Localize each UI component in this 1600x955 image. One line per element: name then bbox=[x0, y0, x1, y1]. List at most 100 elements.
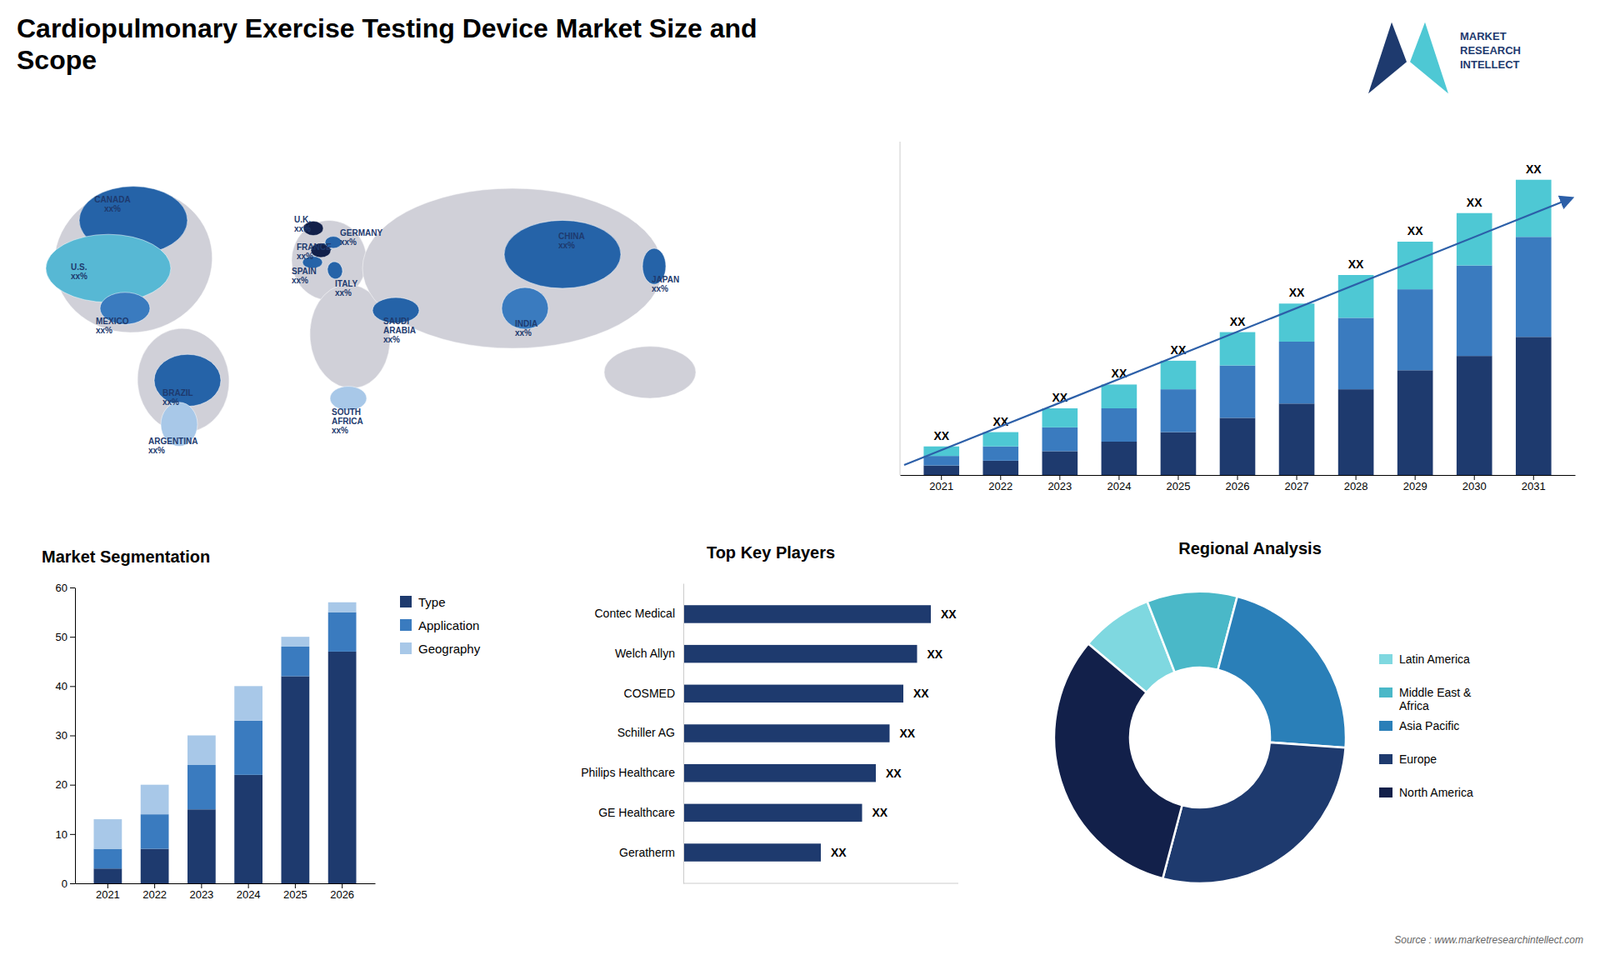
bar bbox=[1515, 336, 1552, 475]
legend-label: Geography bbox=[418, 641, 481, 656]
tick-label: 2024 bbox=[1106, 480, 1131, 493]
chart-title: Top Key Players bbox=[706, 543, 835, 562]
data-label: XX bbox=[1289, 285, 1305, 300]
tick-mark bbox=[1000, 475, 1001, 480]
tick: Schiller AG bbox=[617, 725, 684, 740]
bar bbox=[1160, 360, 1197, 390]
legend: Latin America Middle East &Africa Asia Pac… bbox=[1379, 652, 1474, 800]
bar bbox=[683, 804, 863, 822]
map-label-line: xx% bbox=[335, 289, 352, 299]
series bbox=[94, 612, 357, 870]
map-panel: Cardiopulmonary Exercise Testing Device … bbox=[16, 13, 1584, 946]
tick: 2026 bbox=[1225, 475, 1250, 493]
tick-label: 2022 bbox=[988, 480, 1013, 493]
tick: 2027 bbox=[1285, 475, 1310, 493]
bars bbox=[923, 180, 1551, 475]
tick: 2023 bbox=[1047, 475, 1072, 493]
legend-swatch bbox=[1379, 687, 1393, 698]
bar bbox=[94, 819, 123, 850]
slice bbox=[1054, 644, 1183, 880]
bar bbox=[187, 765, 216, 810]
tick-mark bbox=[1237, 475, 1239, 480]
map-label-line: CHINA bbox=[558, 231, 585, 241]
bar bbox=[328, 602, 357, 613]
legend-swatch bbox=[400, 642, 412, 655]
map-label: GERMANYxx% bbox=[340, 229, 383, 248]
tick: Philips Healthcare bbox=[580, 765, 684, 780]
data-label: XX bbox=[1525, 162, 1542, 176]
map: CANADAxx%U.S.xx%MEXICOxx%BRAZILxx%ARGENT… bbox=[42, 175, 696, 455]
logo bbox=[1368, 22, 1449, 95]
map-label-line: xx% bbox=[383, 335, 400, 345]
map-label-line: CANADA bbox=[94, 195, 130, 205]
bar bbox=[187, 735, 216, 766]
tick-label: Schiller AG bbox=[617, 725, 675, 740]
data-label: XX bbox=[940, 607, 957, 621]
tick: 2021 bbox=[929, 475, 954, 493]
map-label-line: xx% bbox=[294, 224, 311, 234]
legend-label-line: Latin America bbox=[1399, 652, 1470, 666]
tick: Contec Medical bbox=[595, 606, 685, 620]
tick: 60 bbox=[55, 581, 75, 595]
series bbox=[923, 180, 1551, 456]
tick-mark bbox=[70, 636, 75, 638]
tick-mark bbox=[341, 883, 343, 889]
tick-label: 0 bbox=[61, 877, 68, 890]
map-label-line: xx% bbox=[104, 204, 121, 214]
legend-swatch bbox=[1379, 787, 1393, 798]
y-axis-line bbox=[75, 588, 76, 885]
legend-item: Asia Pacific bbox=[1379, 719, 1460, 733]
map-label: MEXICOxx% bbox=[95, 316, 130, 335]
country bbox=[504, 220, 621, 289]
tick-label: GE Healthcare bbox=[598, 805, 675, 820]
source: Source : www.marketresearchintellect.com bbox=[1394, 934, 1584, 946]
bar bbox=[94, 868, 123, 884]
tick-mark bbox=[70, 785, 75, 786]
bar bbox=[923, 455, 960, 465]
map-label: INDIAxx% bbox=[515, 320, 538, 339]
legend-label-line: Europe bbox=[1399, 752, 1437, 766]
tick: 2028 bbox=[1344, 475, 1369, 493]
bar bbox=[234, 685, 263, 720]
bar bbox=[140, 785, 170, 815]
bar bbox=[1456, 213, 1493, 266]
tick-label: 20 bbox=[55, 778, 68, 791]
page: Cardiopulmonary Exercise Testing Device … bbox=[0, 0, 1600, 955]
tick-label: 2029 bbox=[1403, 480, 1428, 493]
bar bbox=[1220, 365, 1256, 419]
map-label: CANADAxx% bbox=[94, 195, 130, 214]
data-label: XX bbox=[1466, 195, 1483, 210]
tick-label: COSMED bbox=[624, 686, 675, 700]
map-label-line: xx% bbox=[70, 271, 88, 281]
bar bbox=[683, 764, 876, 782]
bar bbox=[1101, 441, 1138, 475]
legend-label-line: North America bbox=[1399, 785, 1474, 800]
tick-label: 2022 bbox=[142, 888, 167, 901]
bar bbox=[1042, 450, 1079, 475]
logo-text-line: MARKET bbox=[1460, 30, 1507, 43]
bar bbox=[281, 676, 310, 885]
tick-mark bbox=[248, 883, 250, 889]
tick: 2025 bbox=[1165, 475, 1190, 493]
map-label: CHINAxx% bbox=[558, 231, 585, 250]
country bbox=[501, 287, 549, 330]
bar bbox=[1397, 370, 1434, 475]
bar bbox=[683, 605, 931, 623]
map-label-line: xx% bbox=[148, 445, 165, 455]
map-label: FRANCExx% bbox=[296, 242, 332, 261]
legend-item: Middle East &Africa bbox=[1379, 685, 1472, 713]
x-axis: 202120222023202420252026 bbox=[75, 883, 376, 901]
bar bbox=[234, 775, 263, 884]
bar bbox=[1101, 408, 1138, 442]
legend-label-line: Middle East & bbox=[1399, 685, 1472, 700]
bar bbox=[281, 636, 310, 647]
tick-label: Philips Healthcare bbox=[580, 765, 675, 780]
tick-label: 2025 bbox=[1165, 480, 1190, 493]
tick: GE Healthcare bbox=[598, 805, 684, 820]
title-line: Cardiopulmonary Exercise Testing Device … bbox=[16, 13, 758, 44]
data-label: XX bbox=[872, 805, 889, 820]
legend-item: Geography bbox=[400, 641, 481, 656]
tick-mark bbox=[70, 587, 75, 589]
slices bbox=[1054, 591, 1346, 884]
map-label-line: xx% bbox=[515, 329, 532, 339]
